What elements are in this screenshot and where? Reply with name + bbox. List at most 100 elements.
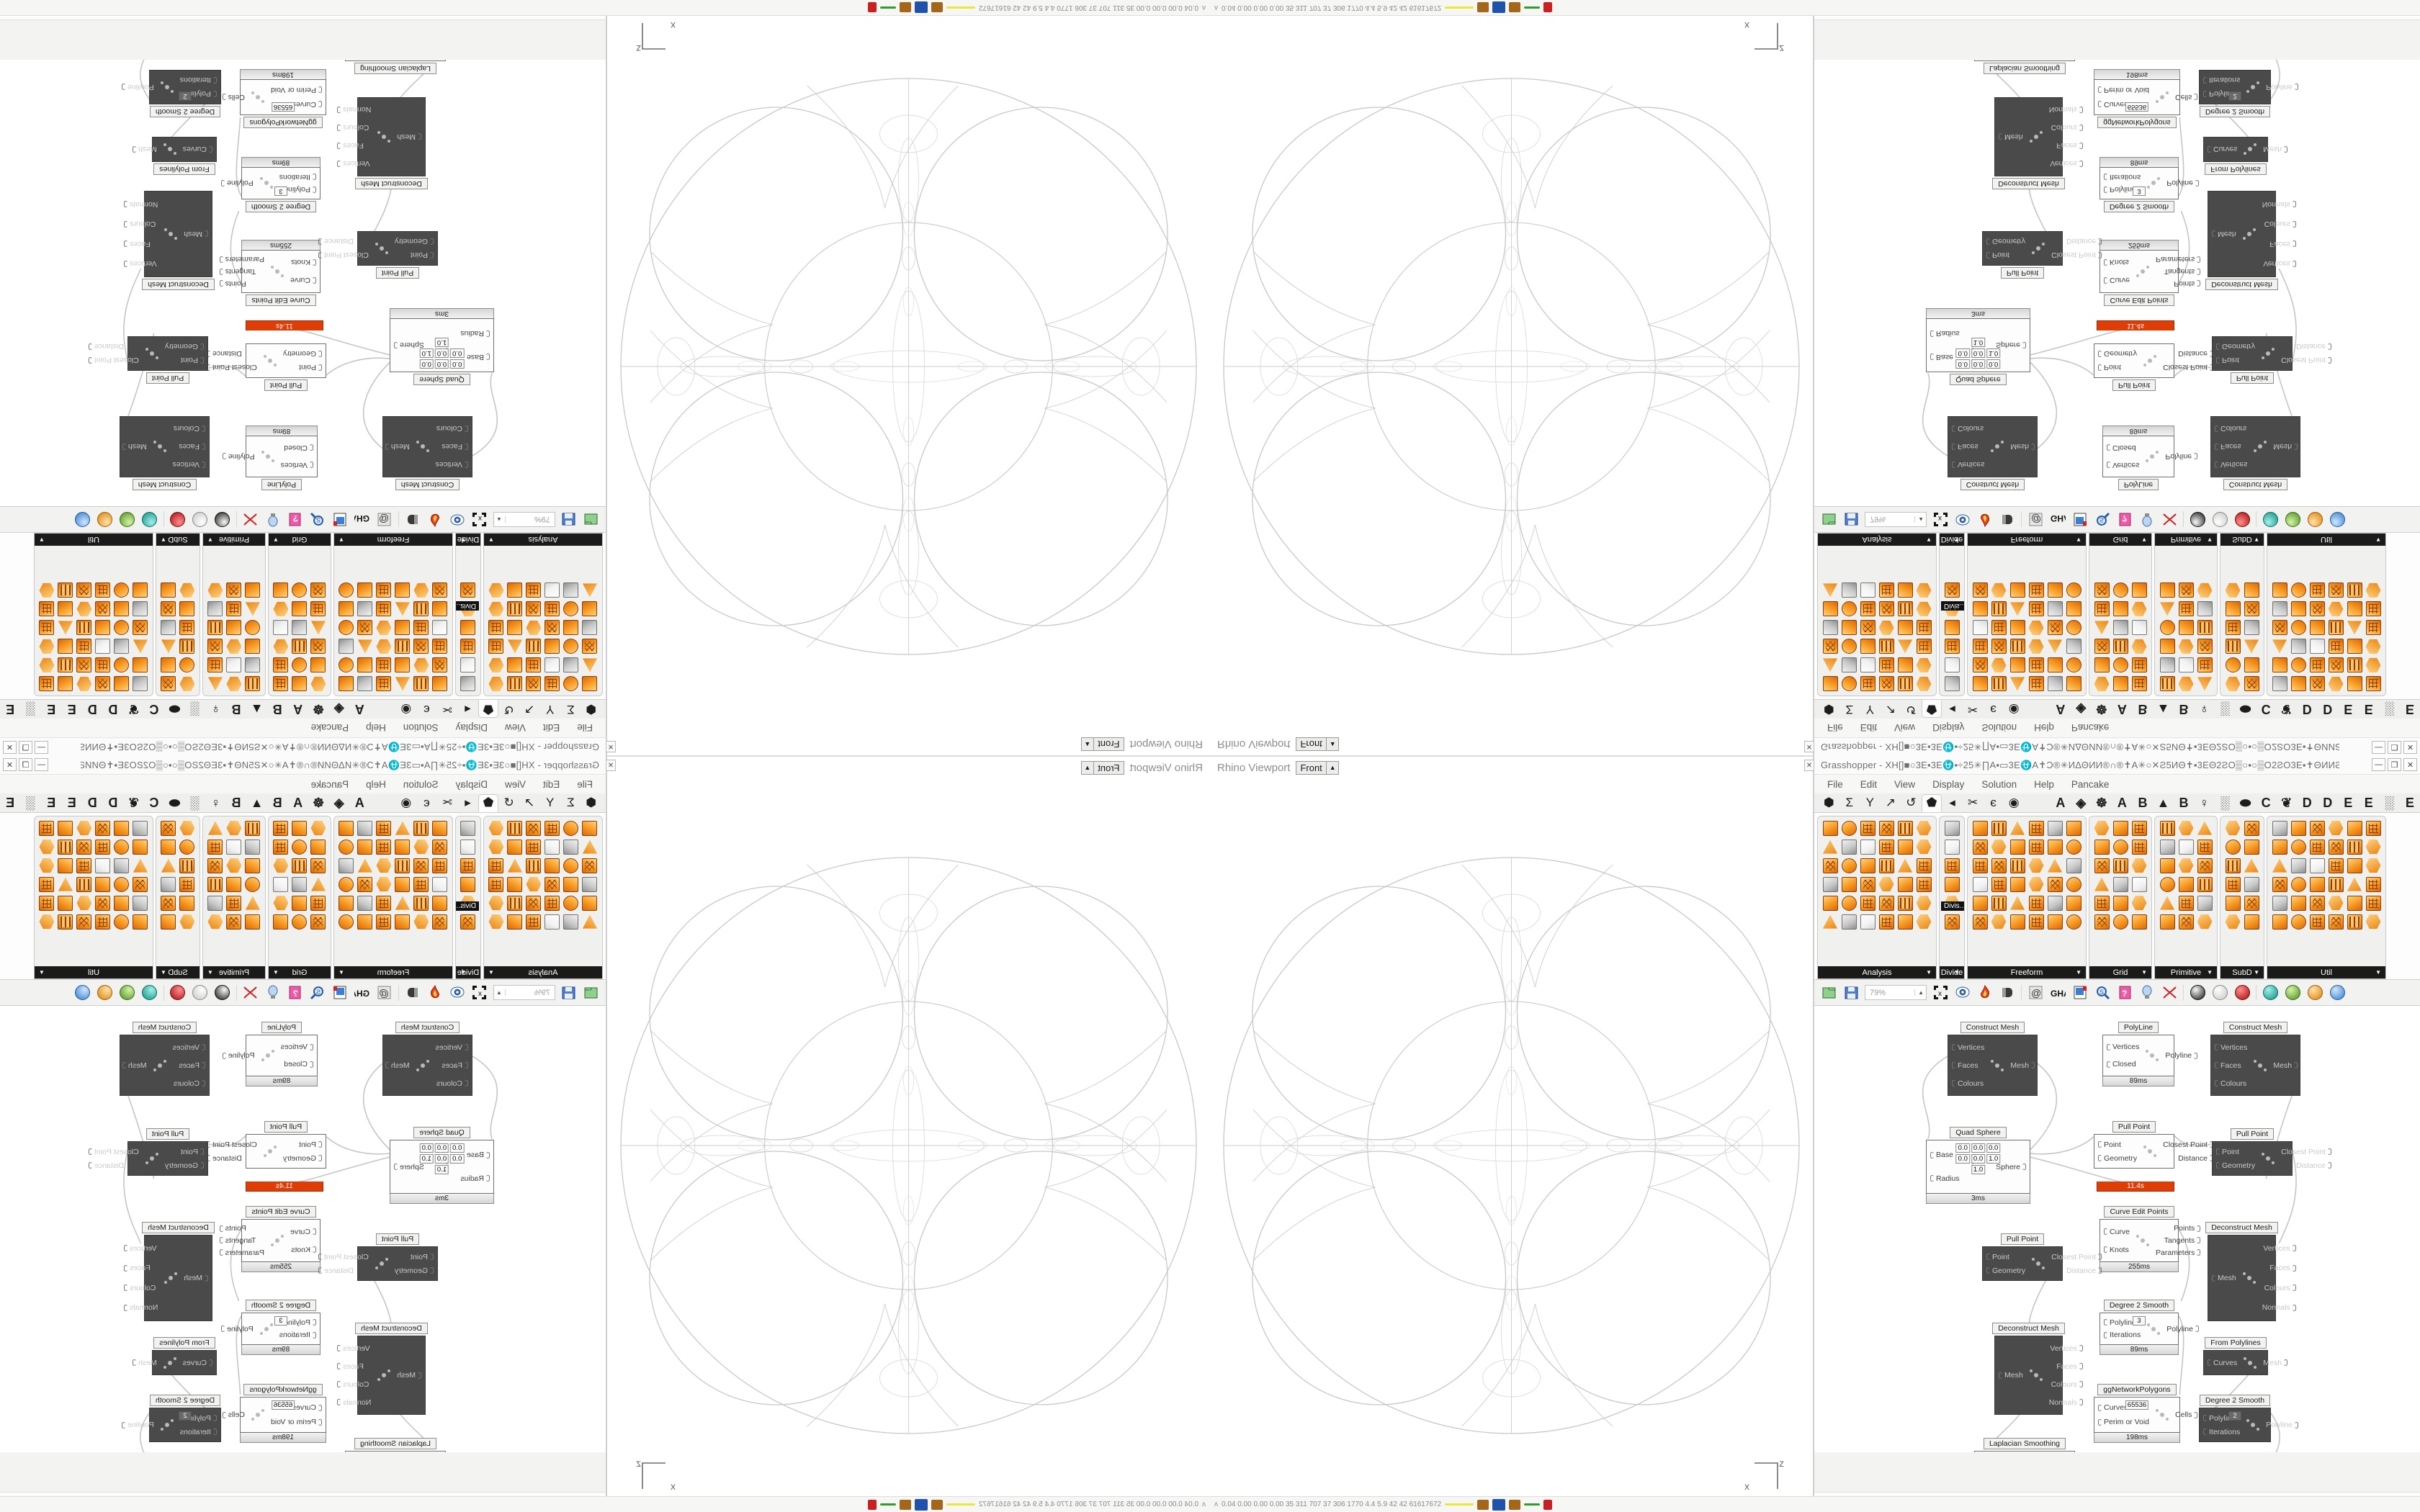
node-port-out[interactable]: Colours: [2261, 220, 2300, 228]
palette-group-label[interactable]: SubD ▼: [156, 966, 200, 978]
plugin-tab-10[interactable]: C: [149, 795, 159, 810]
palette-group-label[interactable]: Grid ▼: [269, 966, 331, 978]
palette-component-icon[interactable]: [56, 600, 75, 618]
node-port-out[interactable]: Colours: [120, 220, 159, 228]
component-body[interactable]: Polyline Iterations Polyline 3: [221, 167, 321, 199]
palette-component-icon[interactable]: [1896, 875, 1914, 894]
palette-component-icon[interactable]: [562, 912, 581, 931]
curve-tab[interactable]: ↺: [503, 796, 514, 809]
shade-green-icon[interactable]: [119, 984, 136, 1002]
palette-component-icon[interactable]: [2027, 819, 2045, 837]
palette-group-subd[interactable]: SubD ▼: [2220, 533, 2264, 696]
flame-icon[interactable]: [426, 984, 444, 1002]
palette-component-icon[interactable]: [94, 856, 112, 875]
palette-component-icon[interactable]: [524, 637, 543, 656]
menu-display[interactable]: Display: [455, 722, 488, 734]
palette-component-icon[interactable]: [131, 856, 150, 875]
book-icon[interactable]: [331, 511, 349, 528]
palette-component-icon[interactable]: [1914, 600, 1933, 618]
palette-group-subd[interactable]: SubD ▼: [156, 533, 200, 696]
component-body[interactable]: MeshNaked EdgesVertex IndexEdge IndexFac…: [345, 1451, 446, 1452]
palette-component-icon[interactable]: [487, 837, 506, 856]
help-icon[interactable]: ?: [287, 984, 304, 1002]
palette-component-icon[interactable]: [2008, 656, 2027, 675]
shade-orange-icon[interactable]: [2306, 984, 2323, 1002]
node-port-out[interactable]: Mesh: [129, 1359, 161, 1367]
palette-component-icon[interactable]: [1821, 912, 1839, 931]
component-caption[interactable]: Pull Point: [2230, 1128, 2275, 1140]
minimize-button[interactable]: —: [2372, 741, 2385, 754]
palette-component-icon[interactable]: [309, 656, 328, 675]
node-port-out[interactable]: Closest Point: [203, 1140, 261, 1149]
palette-component-icon[interactable]: [225, 912, 243, 931]
palette-component-icon[interactable]: [562, 875, 581, 894]
palette-component-icon[interactable]: [2364, 912, 2383, 931]
shade-white-icon[interactable]: [2211, 511, 2228, 528]
palette-component-icon[interactable]: [2308, 894, 2326, 912]
grasshopper-window[interactable]: ✕ Grasshopper - XH[]■○3E▪3E⛎▪÷25✳∏A▪▭3E⛎…: [1804, 756, 2420, 1512]
component-value-field[interactable]: 65536: [2125, 102, 2149, 112]
palette-component-icon[interactable]: [2345, 894, 2364, 912]
shade-green-icon[interactable]: [2284, 984, 2301, 1002]
preview-eye-icon[interactable]: [449, 511, 466, 528]
component-caption[interactable]: Degree 2 Smooth: [149, 1395, 221, 1406]
book-icon[interactable]: [331, 984, 349, 1002]
palette-component-icon[interactable]: [487, 675, 506, 693]
curve-tab[interactable]: ↺: [1906, 703, 1917, 716]
palette-component-icon[interactable]: [159, 656, 178, 675]
vector-tab[interactable]: ↗: [1885, 703, 1896, 716]
palette-component-icon[interactable]: [1896, 618, 1914, 637]
palette-component-icon[interactable]: [309, 837, 328, 856]
palette-component-icon[interactable]: [1914, 581, 1933, 600]
palette-component-icon[interactable]: [309, 600, 328, 618]
palette-component-icon[interactable]: [2223, 837, 2242, 856]
palette-component-icon[interactable]: [243, 837, 262, 856]
palette-component-icon[interactable]: [2326, 875, 2345, 894]
palette-component-icon[interactable]: [581, 912, 599, 931]
palette-component-icon[interactable]: [1914, 875, 1933, 894]
palette-component-icon[interactable]: [487, 912, 506, 931]
palette-group-freeform[interactable]: Freeform ▼: [333, 816, 453, 979]
component-palette[interactable]: Analysis ▼ Divide ▼ Divis... Freeform ▼ Grid ▼ Pr…: [0, 813, 606, 980]
palette-component-icon[interactable]: [375, 856, 393, 875]
menu-file[interactable]: File: [1827, 778, 1843, 790]
plugin-tab-12[interactable]: D: [108, 795, 118, 810]
component-value-field[interactable]: 1.0: [434, 1165, 449, 1174]
node-port-out[interactable]: Vertices: [120, 1244, 160, 1253]
palette-component-icon[interactable]: [459, 581, 478, 600]
component-body[interactable]: Curves Perim or Void Cells 65536: [2094, 1397, 2198, 1433]
palette-component-icon[interactable]: [178, 637, 197, 656]
palette-group-label[interactable]: Analysis ▼: [484, 966, 602, 978]
book-icon[interactable]: [2071, 984, 2089, 1002]
palette-group-label[interactable]: Primitive ▼: [203, 534, 265, 546]
menu-display[interactable]: Display: [455, 778, 488, 790]
chevron-down-icon[interactable]: ▼: [207, 969, 213, 976]
palette-group-grid[interactable]: Grid ▼: [2089, 816, 2152, 979]
node-port-out[interactable]: Distance: [2293, 343, 2335, 351]
node-port-out[interactable]: Mesh: [2259, 145, 2291, 154]
help-icon[interactable]: ?: [2116, 511, 2133, 528]
search-icon[interactable]: S: [309, 511, 326, 528]
node-port-out[interactable]: Mesh: [2007, 443, 2038, 451]
palette-component-icon[interactable]: [506, 856, 524, 875]
shade-orange-icon[interactable]: [2306, 511, 2323, 528]
palette-component-icon[interactable]: [1914, 894, 1933, 912]
palette-component-icon[interactable]: [1896, 656, 1914, 675]
params-tab[interactable]: ⬢: [586, 796, 597, 809]
node-port-out[interactable]: Closest Point: [2048, 251, 2105, 260]
palette-component-icon[interactable]: [2195, 819, 2214, 837]
palette-component-icon[interactable]: [309, 581, 328, 600]
palette-component-icon[interactable]: [131, 618, 150, 637]
tray-tile-red[interactable]: [867, 2, 877, 13]
palette-component-icon[interactable]: [2326, 600, 2345, 618]
palette-component-icon[interactable]: [2289, 819, 2308, 837]
palette-component-icon[interactable]: [2064, 875, 2083, 894]
component-caption[interactable]: Pull Point: [2112, 379, 2156, 391]
save-file-icon[interactable]: [1842, 511, 1860, 528]
new-file-icon[interactable]: [583, 511, 600, 528]
gh-component[interactable]: PolyLine Vertices Closed Polyline 89ms: [222, 426, 318, 490]
palette-group-primitive[interactable]: Primitive ▼: [202, 533, 266, 696]
component-caption[interactable]: Curve Edit Points: [246, 1206, 316, 1218]
canvas-toolbar[interactable]: 79% ▲ x @ GHA S: [0, 980, 606, 1006]
gha-icon[interactable]: GHA: [2049, 511, 2066, 528]
